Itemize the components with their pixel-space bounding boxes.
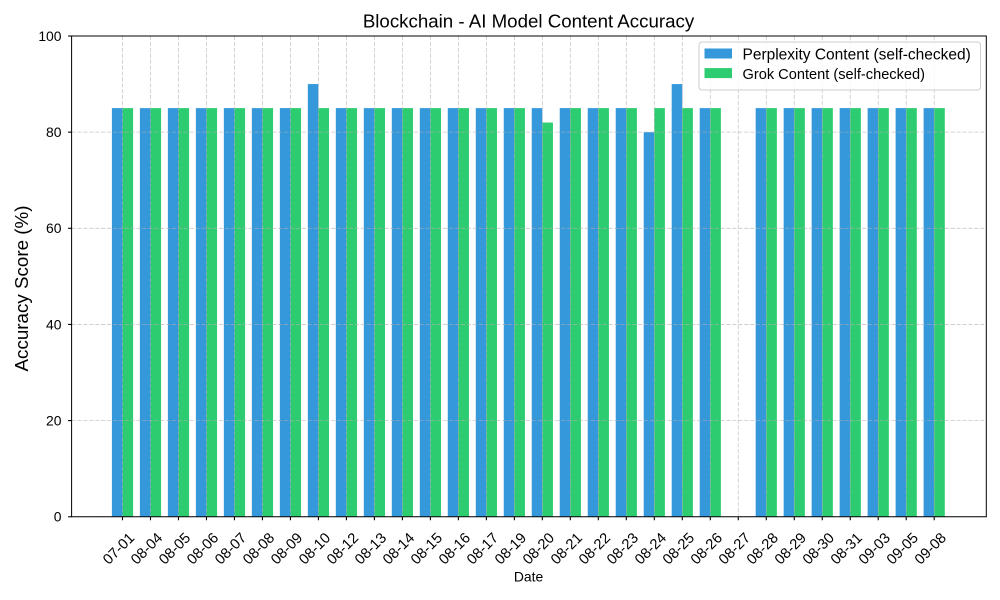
svg-text:0: 0 <box>54 509 62 525</box>
svg-text:Date: Date <box>514 569 544 585</box>
svg-text:Grok Content (self-checked): Grok Content (self-checked) <box>743 67 926 83</box>
svg-text:40: 40 <box>46 316 62 332</box>
svg-text:Accuracy Score (%): Accuracy Score (%) <box>11 206 32 372</box>
svg-text:60: 60 <box>46 220 62 236</box>
svg-text:Blockchain - AI Model Content: Blockchain - AI Model Content Accuracy <box>363 11 695 32</box>
svg-text:Perplexity Content (self-check: Perplexity Content (self-checked) <box>743 46 971 63</box>
svg-text:100: 100 <box>38 28 61 44</box>
svg-text:80: 80 <box>46 124 62 140</box>
svg-text:20: 20 <box>46 412 62 428</box>
